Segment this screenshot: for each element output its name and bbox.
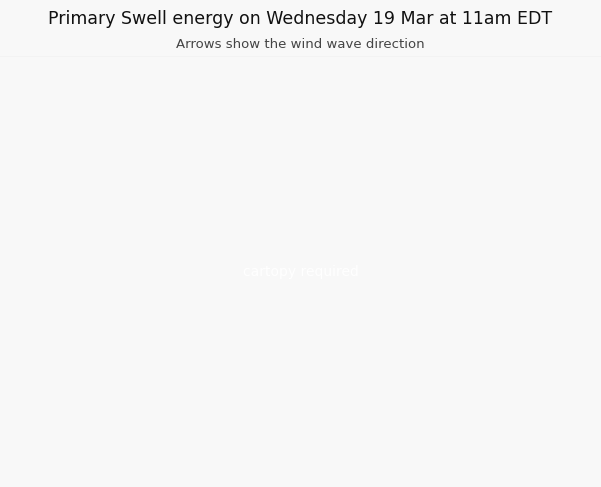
Text: Arrows show the wind wave direction: Arrows show the wind wave direction	[176, 38, 425, 51]
Text: cartopy required: cartopy required	[243, 265, 358, 279]
Text: Primary Swell energy on Wednesday 19 Mar at 11am EDT: Primary Swell energy on Wednesday 19 Mar…	[49, 10, 552, 28]
